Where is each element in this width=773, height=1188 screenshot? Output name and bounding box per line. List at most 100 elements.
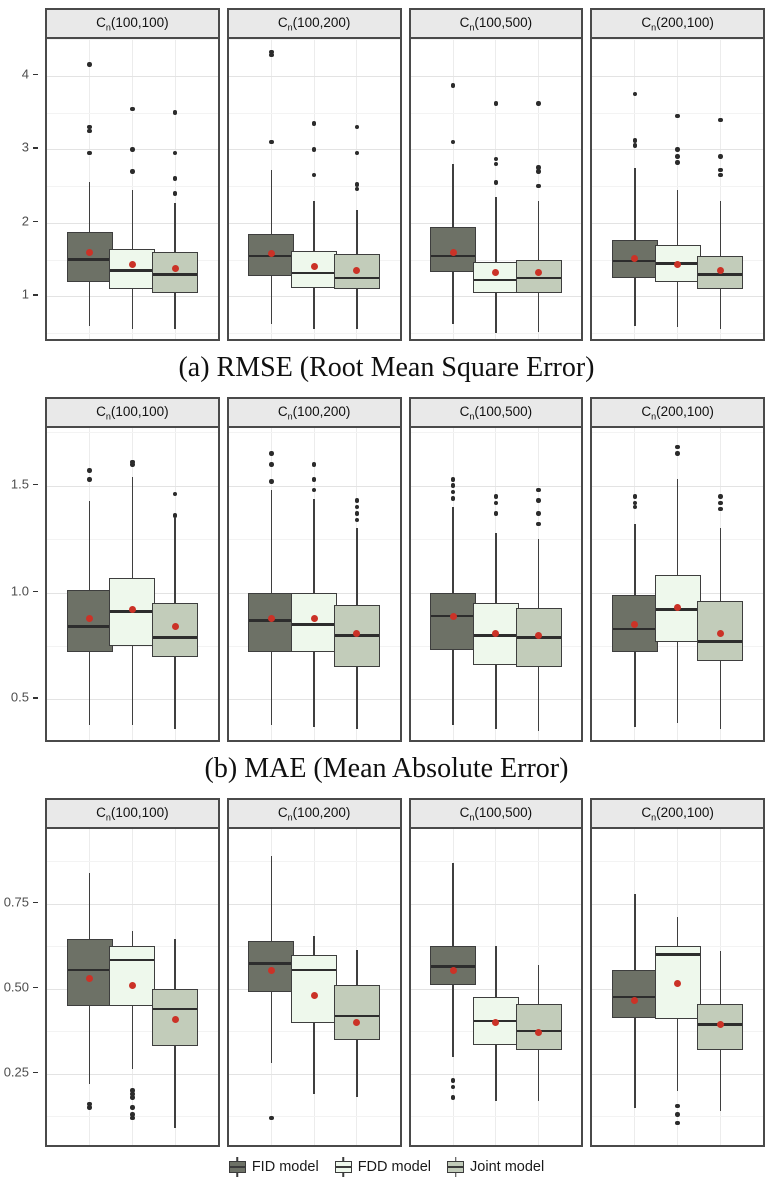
y-grid-major [228,903,400,905]
legend-item: FID model [228,1157,319,1177]
y-tick-mark [33,1071,38,1074]
outlier-dot [269,52,274,58]
outlier-dot [493,180,499,185]
y-grid-major [47,75,218,77]
facet: Cn(200,100) [590,8,765,341]
y-grid-minor [47,112,218,114]
y-tick-mark [33,294,38,296]
y-tick-label: 0.50 [3,979,29,995]
mean-dot [535,631,543,639]
y-tick-mark [33,986,38,989]
facet-strip: Cn(100,100) [47,399,218,428]
median-line [431,254,476,258]
facet: Cn(100,100) [45,8,220,341]
outlier-dot [632,143,638,148]
y-tick-label: 1.0 [10,583,29,599]
mean-dot [449,612,457,620]
box [697,255,744,289]
outlier-dot [87,128,92,134]
outlier-dot [354,186,360,192]
outlier-dot [536,521,541,527]
mean-dot [353,629,361,637]
outlier-dot [450,496,456,501]
outlier-dot [632,91,638,97]
median-line [334,276,379,280]
y-grid-minor [410,186,582,188]
y-grid-minor [228,112,400,114]
y-axis: 0.5 1.0 1.5 [0,397,38,742]
facet-strip: Cn(100,100) [47,10,218,39]
facet-plot [410,39,582,339]
median-line [110,269,155,272]
outlier-dot [536,165,541,170]
facet-strip: Cn(100,200) [228,800,400,829]
outlier-dot [536,101,541,106]
outlier-dot [311,462,317,467]
outlier-dot [354,182,360,187]
outlier-dot [130,462,135,467]
y-grid-minor [228,39,400,40]
outlier-dot [87,124,92,130]
facet: Cn(100,200) [226,798,402,1147]
facet-strip: Cn(100,500) [410,800,582,829]
outlier-dot [450,1078,456,1083]
median-line [698,272,743,276]
facet: Cn(200,100) [590,397,765,742]
median-line [655,953,700,956]
outlier-dot [493,511,499,516]
y-grid-major [47,1073,218,1075]
facet-plot [410,829,582,1145]
y-grid-major [410,75,582,77]
legend-item: FDD model [334,1157,431,1177]
key-median [334,1166,352,1168]
facet: Cn(100,100) [45,798,220,1147]
outlier-dot [675,154,680,159]
boxplot-panel-a: 1 2 3 4 Cn(100,100) Cn(100,200) Cn(100,500) Cn(… [0,8,773,341]
facet: Cn(100,500) [408,397,584,742]
y-grid-minor [410,112,582,114]
key-median [447,1166,465,1168]
y-grid-major [410,485,582,487]
y-grid-major [592,903,763,905]
y-grid-major [592,75,763,77]
facet: Cn(100,200) [226,8,402,341]
outlier-dot [172,191,178,196]
median-line [473,278,518,282]
y-grid-major [410,903,582,905]
x-grid-line [719,39,721,339]
outlier-dot [172,491,178,497]
median-line [153,1007,198,1011]
y-grid-minor [410,39,582,40]
facet-plot [592,428,763,740]
outlier-dot [450,83,456,88]
facet-strip: Cn(100,100) [47,800,218,829]
y-grid-major [228,485,400,487]
y-grid-major [47,903,218,905]
mean-dot [353,267,361,275]
outlier-dot [493,156,499,162]
outlier-dot [450,1084,456,1090]
outlier-dot [87,62,92,67]
facet-plot [592,39,763,339]
mean-dot [267,966,275,974]
y-grid-minor [228,333,400,335]
mean-dot [310,263,318,271]
outlier-dot [87,1105,92,1110]
outlier-dot [130,147,135,152]
outlier-dot [632,500,638,506]
median-line [110,958,155,962]
mean-dot [310,991,318,999]
y-tick-mark [33,220,38,223]
facet-strip-label: Cn(100,200) [277,14,351,33]
box [472,261,519,293]
y-tick-label: 1.5 [10,476,29,492]
outlier-dot [718,167,723,173]
mean-dot [171,623,179,631]
outlier-dot [675,1112,680,1117]
mean-dot [449,966,457,974]
outlier-dot [311,121,317,126]
boxplot-key-icon [334,1157,352,1177]
mean-dot [674,604,682,611]
outlier-dot [718,154,723,159]
